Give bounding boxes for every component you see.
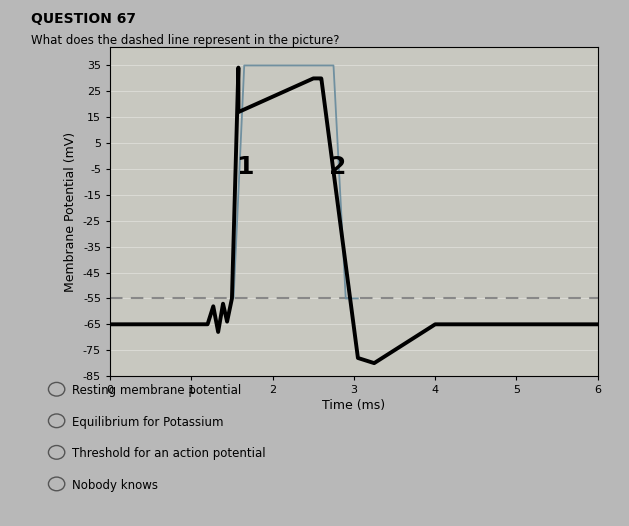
Text: 1: 1: [236, 155, 253, 179]
Text: What does the dashed line represent in the picture?: What does the dashed line represent in t…: [31, 34, 340, 47]
Text: Threshold for an action potential: Threshold for an action potential: [72, 447, 266, 460]
Y-axis label: Membrane Potential (mV): Membrane Potential (mV): [64, 132, 77, 292]
X-axis label: Time (ms): Time (ms): [322, 399, 386, 412]
Text: QUESTION 67: QUESTION 67: [31, 12, 136, 26]
Text: 2: 2: [330, 155, 347, 179]
Text: Resting membrane potential: Resting membrane potential: [72, 384, 242, 397]
Text: Nobody knows: Nobody knows: [72, 479, 159, 492]
Text: Equilibrium for Potassium: Equilibrium for Potassium: [72, 416, 224, 429]
